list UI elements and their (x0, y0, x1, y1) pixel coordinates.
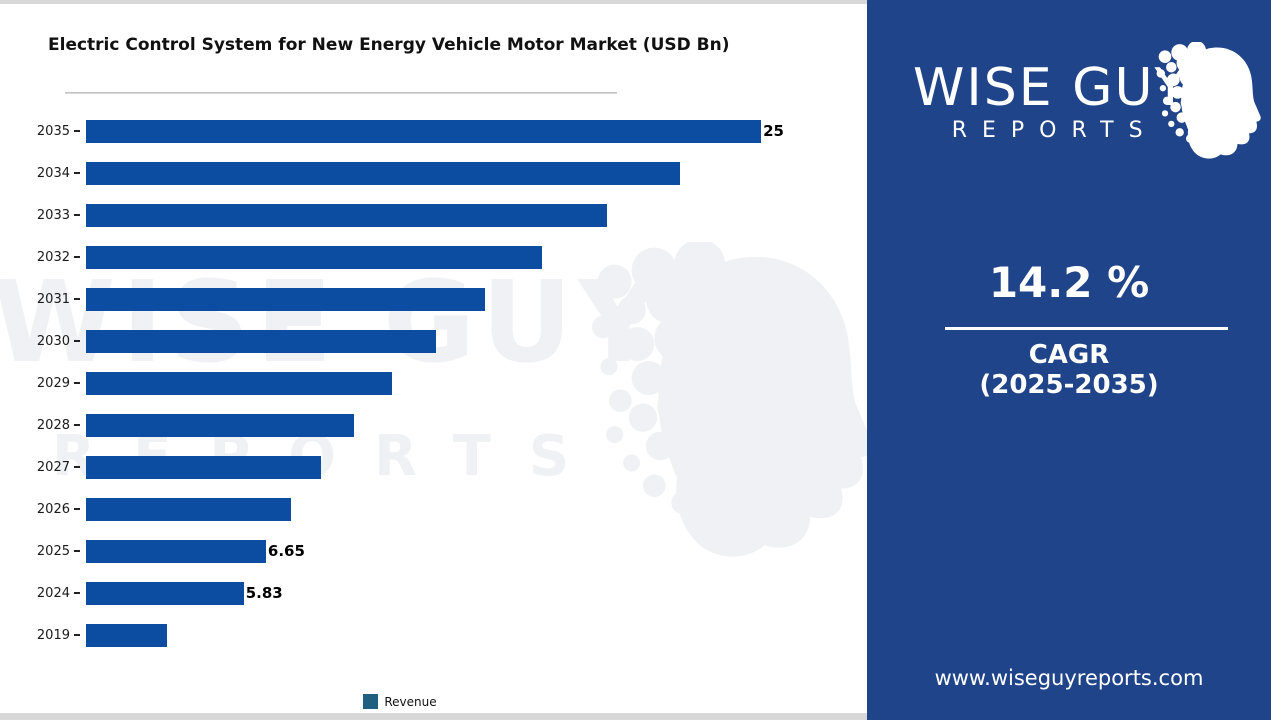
revenue-bar (86, 119, 762, 143)
axis-tick (74, 466, 80, 468)
year-tick-label: 2024 (36, 585, 70, 601)
year-tick-label: 2033 (36, 207, 70, 223)
chart-row: 2027 (0, 446, 860, 488)
axis-tick (74, 634, 80, 636)
bottom-border-strip (0, 713, 867, 720)
cagr-divider (945, 327, 1228, 330)
axis-tick (74, 172, 80, 174)
chart-row: 2029 (0, 362, 860, 404)
chart-row: 2033 (0, 194, 860, 236)
chart-row: 2019 (0, 614, 860, 656)
revenue-bar (86, 161, 681, 185)
revenue-bar (86, 581, 244, 605)
chart-row: 2035 25 (0, 110, 860, 152)
legend-label: Revenue (384, 694, 437, 709)
revenue-bar (86, 497, 292, 521)
bar-value-label: 25 (763, 122, 784, 140)
chart-row: 2028 (0, 404, 860, 446)
year-tick-label: 2032 (36, 249, 70, 265)
bar-track: 6.65 (86, 539, 784, 563)
year-tick-label: 2034 (36, 165, 70, 181)
year-tick-label: 2027 (36, 459, 70, 475)
chart-row: 2025 6.65 (0, 530, 860, 572)
top-border-strip (0, 0, 867, 4)
year-tick-label: 2030 (36, 333, 70, 349)
bar-track (86, 287, 784, 311)
year-tick-label: 2031 (36, 291, 70, 307)
cagr-label-text: CAGR (1028, 340, 1110, 370)
revenue-bar (86, 371, 392, 395)
cagr-label: CAGR (2025-2035) (867, 340, 1271, 400)
bar-track (86, 455, 784, 479)
website-url: www.wiseguyreports.com (934, 666, 1204, 690)
bar-track (86, 623, 784, 647)
revenue-bar (86, 245, 542, 269)
logo-reports-text: REPORTS (951, 118, 1158, 143)
chart-row: 2026 (0, 488, 860, 530)
axis-tick (74, 592, 80, 594)
chart-row: 2032 (0, 236, 860, 278)
year-tick-label: 2025 (36, 543, 70, 559)
chart-row: 2024 5.83 (0, 572, 860, 614)
chart-row: 2031 (0, 278, 860, 320)
axis-tick (74, 382, 80, 384)
bar-value-label: 6.65 (267, 542, 305, 560)
bar-track (86, 329, 784, 353)
bar-value-label: 5.83 (245, 584, 283, 602)
axis-tick (74, 298, 80, 300)
bar-track: 25 (86, 119, 784, 143)
revenue-bar (86, 539, 266, 563)
title-underline (65, 92, 617, 94)
legend: Revenue (0, 694, 800, 709)
bar-track (86, 497, 784, 521)
chart-rows: 2035 25 2034 2033 2032 2031 2030 2029 2028 2027 20… (0, 110, 860, 656)
revenue-bar (86, 329, 436, 353)
revenue-bar (86, 455, 321, 479)
cagr-value: 14.2 % (988, 258, 1150, 307)
axis-tick (74, 130, 80, 132)
bar-track (86, 413, 784, 437)
year-tick-label: 2028 (36, 417, 70, 433)
year-tick-label: 2035 (36, 123, 70, 139)
axis-tick (74, 508, 80, 510)
revenue-bar (86, 623, 168, 647)
logo-head-profile-icon (1156, 42, 1261, 159)
cagr-range-text: (2025-2035) (979, 370, 1159, 400)
logo-wise-guy-text: WISE GUY (913, 58, 1189, 118)
axis-tick (74, 340, 80, 342)
bar-track (86, 203, 784, 227)
brand-panel: WISE GUY REPORTS 14.2 % CAGR (202 (867, 0, 1271, 720)
bar-track (86, 161, 784, 185)
chart-panel: WISE GUY REPORTS Electric Control System… (0, 0, 867, 720)
revenue-bar (86, 203, 607, 227)
axis-tick (74, 256, 80, 258)
axis-tick (74, 550, 80, 552)
axis-tick (74, 424, 80, 426)
chart-title: Electric Control System for New Energy V… (48, 35, 730, 55)
bar-track (86, 245, 784, 269)
year-tick-label: 2026 (36, 501, 70, 517)
revenue-bar (86, 413, 354, 437)
logo-text: WISE GUY REPORTS (913, 60, 1188, 143)
year-tick-label: 2029 (36, 375, 70, 391)
wise-guy-reports-logo: WISE GUY REPORTS (867, 42, 1271, 172)
bar-track: 5.83 (86, 581, 784, 605)
bar-track (86, 371, 784, 395)
chart-row: 2034 (0, 152, 860, 194)
axis-tick (74, 214, 80, 216)
revenue-bar (86, 287, 486, 311)
chart-row: 2030 (0, 320, 860, 362)
year-tick-label: 2019 (36, 627, 70, 643)
legend-swatch-revenue (363, 694, 379, 709)
